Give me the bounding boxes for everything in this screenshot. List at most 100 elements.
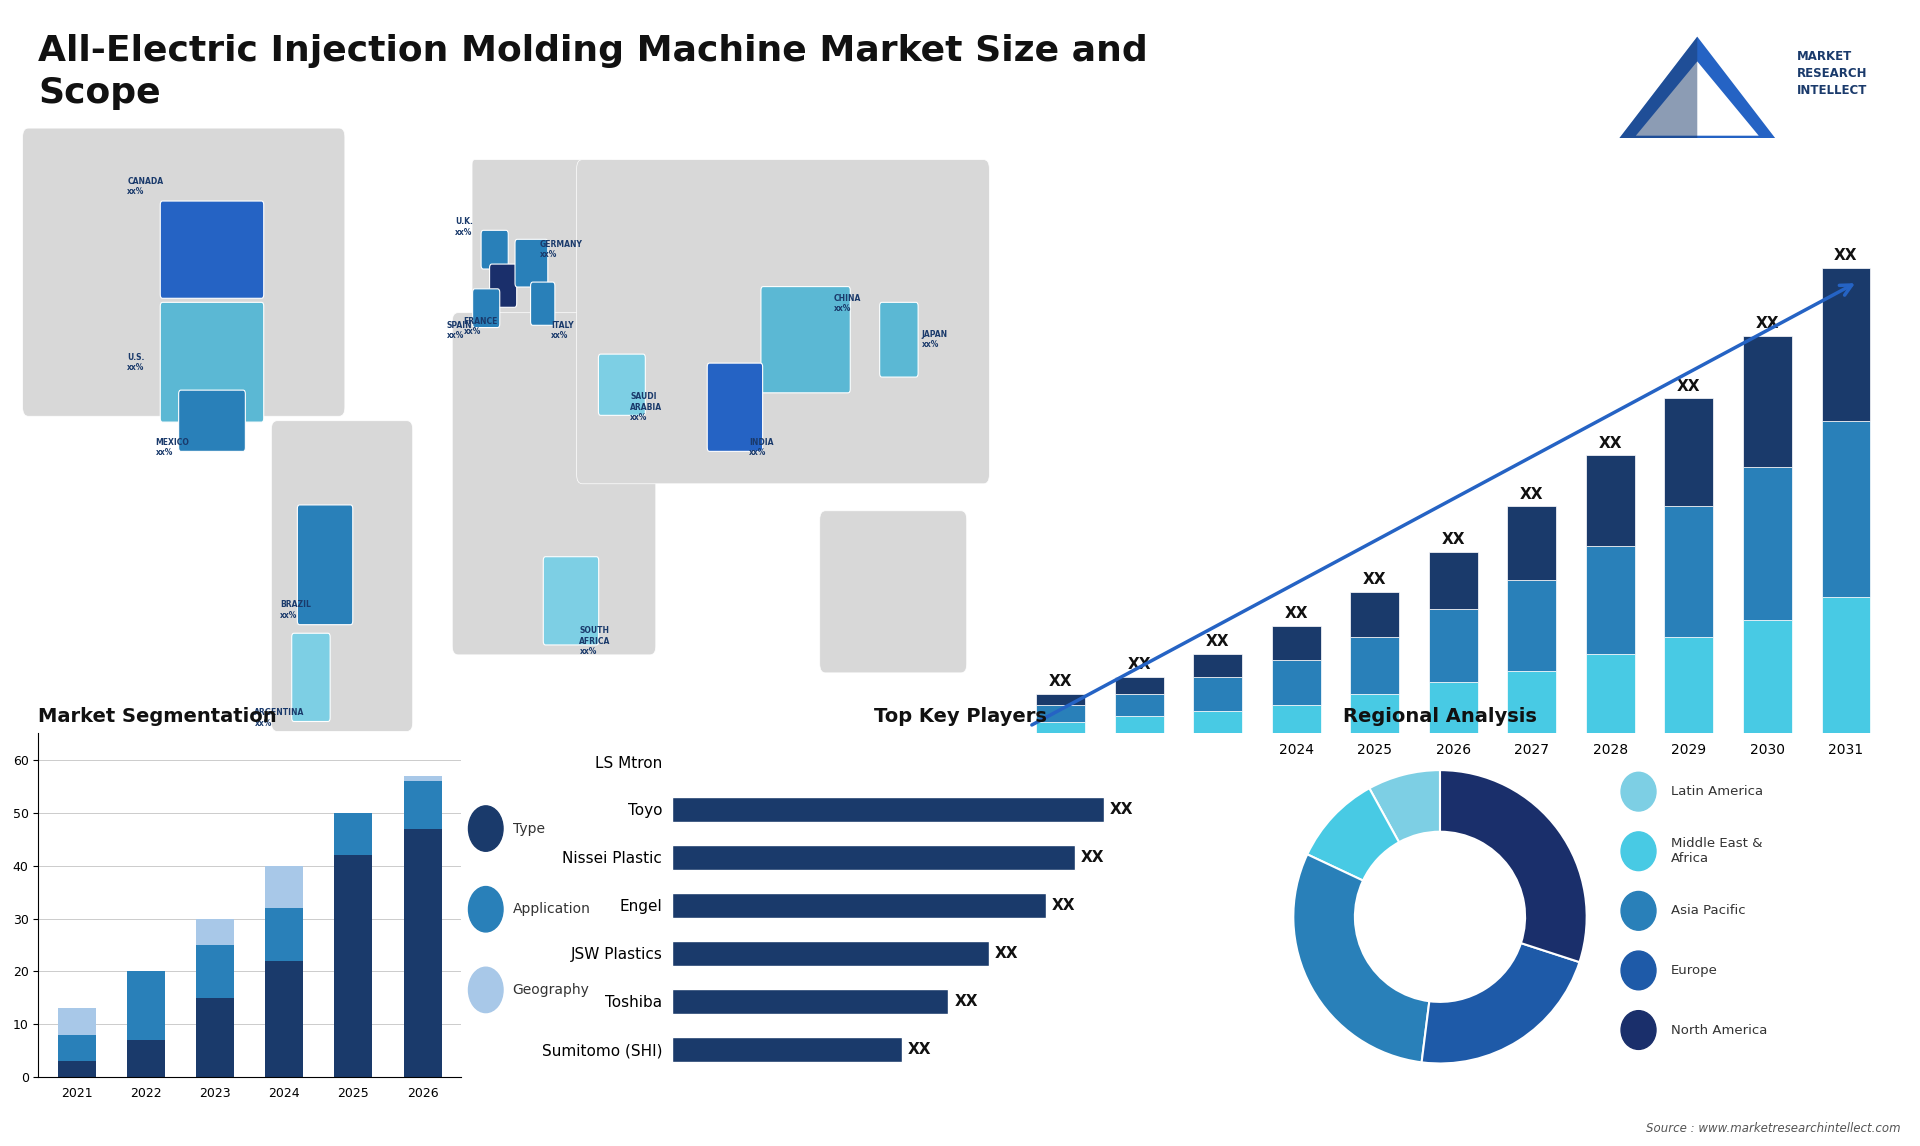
Text: Type: Type — [513, 822, 545, 835]
Bar — [196, 998, 234, 1077]
FancyBboxPatch shape — [453, 313, 657, 654]
Bar — [1194, 711, 1242, 733]
Bar — [1822, 597, 1870, 733]
Text: XX: XX — [995, 945, 1018, 960]
Circle shape — [468, 806, 503, 851]
Text: Geography: Geography — [513, 983, 589, 997]
Text: Europe: Europe — [1670, 964, 1718, 976]
Bar — [1194, 654, 1242, 676]
Text: ARGENTINA
xx%: ARGENTINA xx% — [253, 708, 305, 728]
Text: XX: XX — [1521, 487, 1544, 502]
Text: Application: Application — [513, 902, 591, 917]
Bar — [403, 829, 442, 1077]
Text: FRANCE
xx%: FRANCE xx% — [463, 316, 497, 336]
Bar — [672, 941, 989, 966]
FancyBboxPatch shape — [159, 303, 263, 422]
Text: JAPAN
xx%: JAPAN xx% — [922, 330, 948, 350]
Text: U.S.
xx%: U.S. xx% — [127, 353, 144, 372]
Wedge shape — [1421, 943, 1580, 1063]
Bar — [265, 865, 303, 908]
Circle shape — [1620, 1011, 1655, 1050]
Text: North America: North America — [1670, 1023, 1766, 1036]
FancyBboxPatch shape — [530, 282, 555, 325]
Bar — [196, 919, 234, 945]
FancyBboxPatch shape — [482, 230, 509, 269]
FancyBboxPatch shape — [515, 240, 547, 286]
Circle shape — [1620, 832, 1655, 871]
Bar — [1822, 422, 1870, 597]
Text: XX: XX — [1052, 897, 1075, 913]
Text: MARKET
RESEARCH
INTELLECT: MARKET RESEARCH INTELLECT — [1797, 50, 1868, 97]
Text: Market Segmentation: Market Segmentation — [38, 707, 276, 727]
Bar — [1350, 693, 1400, 733]
Text: XX: XX — [1676, 379, 1701, 394]
Bar — [1271, 705, 1321, 733]
Polygon shape — [1613, 37, 1697, 147]
Bar — [1586, 654, 1634, 733]
Bar — [1507, 672, 1555, 733]
Text: BRAZIL
xx%: BRAZIL xx% — [280, 601, 311, 620]
Bar — [1271, 626, 1321, 660]
Text: XX: XX — [1081, 850, 1104, 865]
Circle shape — [1620, 772, 1655, 811]
Text: Middle East &
Africa: Middle East & Africa — [1670, 838, 1763, 865]
FancyBboxPatch shape — [760, 286, 851, 393]
Bar — [1037, 693, 1085, 705]
Circle shape — [1620, 951, 1655, 990]
Circle shape — [468, 967, 503, 1013]
Wedge shape — [1440, 770, 1586, 963]
Bar — [1428, 682, 1478, 733]
Text: Source : www.marketresearchintellect.com: Source : www.marketresearchintellect.com — [1645, 1122, 1901, 1135]
Bar — [672, 893, 1046, 918]
Bar — [1037, 705, 1085, 722]
Text: XX: XX — [1363, 572, 1386, 587]
Bar — [265, 960, 303, 1077]
Bar — [1822, 268, 1870, 422]
FancyBboxPatch shape — [271, 421, 413, 731]
Bar — [127, 1041, 165, 1077]
Text: Latin America: Latin America — [1670, 785, 1763, 798]
Bar — [1586, 547, 1634, 654]
Circle shape — [468, 887, 503, 932]
Bar — [1271, 660, 1321, 705]
Text: CANADA
xx%: CANADA xx% — [127, 176, 163, 196]
FancyBboxPatch shape — [879, 303, 918, 377]
Text: XX: XX — [908, 1042, 931, 1057]
Bar — [1507, 580, 1555, 672]
Bar — [58, 1035, 96, 1061]
Bar — [403, 782, 442, 829]
Bar — [1743, 466, 1791, 620]
Bar — [1743, 620, 1791, 733]
Wedge shape — [1308, 788, 1400, 880]
Text: XX: XX — [1284, 606, 1308, 621]
FancyBboxPatch shape — [599, 354, 645, 415]
Text: XX: XX — [1110, 802, 1133, 817]
Bar — [1665, 399, 1713, 507]
Text: SOUTH
AFRICA
xx%: SOUTH AFRICA xx% — [580, 627, 611, 657]
Text: CHINA
xx%: CHINA xx% — [833, 295, 862, 313]
Text: XX: XX — [1127, 657, 1150, 672]
Text: ITALY
xx%: ITALY xx% — [551, 321, 574, 340]
FancyBboxPatch shape — [576, 159, 989, 484]
Bar — [1037, 722, 1085, 733]
Bar — [58, 1008, 96, 1035]
Title: Regional Analysis: Regional Analysis — [1344, 707, 1536, 727]
Text: MEXICO
xx%: MEXICO xx% — [156, 438, 190, 457]
Text: U.K.
xx%: U.K. xx% — [455, 218, 472, 237]
Bar — [1350, 591, 1400, 637]
Bar — [1743, 336, 1791, 466]
Title: Top Key Players: Top Key Players — [874, 707, 1046, 727]
Text: XX: XX — [1048, 674, 1073, 689]
FancyBboxPatch shape — [159, 201, 263, 298]
Bar — [1665, 507, 1713, 637]
FancyBboxPatch shape — [490, 264, 516, 307]
Bar — [1665, 637, 1713, 733]
Text: XX: XX — [954, 994, 977, 1008]
Text: XX: XX — [1599, 435, 1622, 450]
Wedge shape — [1294, 855, 1428, 1062]
FancyBboxPatch shape — [707, 363, 762, 452]
Bar — [196, 945, 234, 998]
Bar — [1428, 609, 1478, 682]
Bar — [334, 813, 372, 855]
Wedge shape — [1369, 770, 1440, 842]
